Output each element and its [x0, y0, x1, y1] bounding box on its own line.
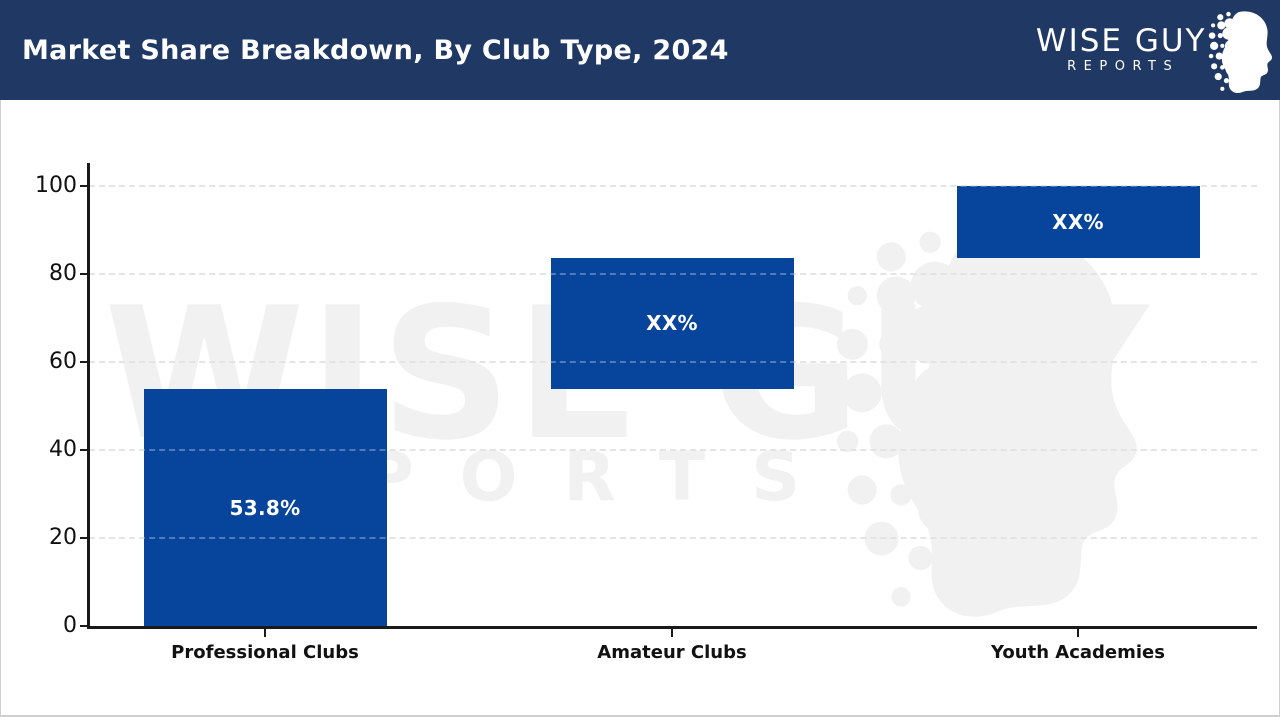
chart-title: Market Share Breakdown, By Club Type, 20…: [22, 34, 729, 66]
bar-value-label: XX%: [646, 311, 698, 336]
x-axis-label-youth-academies: Youth Academies: [991, 642, 1165, 663]
y-axis-tick-label-20: 20: [49, 524, 77, 550]
gridline-overlay-60: [89, 360, 1257, 363]
x-axis-label-professional-clubs: Professional Clubs: [171, 642, 359, 663]
bar-value-label: XX%: [1052, 209, 1104, 234]
y-axis-tick-label-60: 60: [49, 348, 77, 374]
x-axis-line: [87, 626, 1257, 629]
gridline-overlay-100: [89, 184, 1257, 187]
gridline-40: [89, 448, 1257, 451]
y-axis-tick-label-80: 80: [49, 260, 77, 286]
y-axis-tick-0: [80, 625, 89, 627]
dotted-face-profile-icon: [1208, 9, 1274, 95]
gridline-overlay-20: [89, 536, 1257, 539]
chart-area: 0 20 40 60 80 100 53.8% Professional Clubs XX% Am…: [1, 100, 1279, 714]
bar-youth-academies: XX%: [956, 185, 1200, 258]
logo-wordmark: WISE GUY: [1035, 23, 1207, 59]
y-axis-tick-label-0: 0: [63, 613, 77, 638]
x-axis-tick-youth-academies: [1077, 629, 1079, 637]
y-axis-tick-80: [80, 272, 89, 275]
bar-professional-clubs: 53.8%: [143, 389, 387, 626]
x-axis-label-amateur-clubs: Amateur Clubs: [597, 642, 747, 663]
x-axis-tick-professional-clubs: [264, 629, 266, 637]
header-banner: Market Share Breakdown, By Club Type, 20…: [0, 0, 1280, 100]
x-axis-tick-amateur-clubs: [671, 629, 673, 637]
y-axis-tick-label-40: 40: [49, 436, 77, 462]
y-axis-tick-20: [80, 536, 89, 539]
y-axis-line: [87, 163, 90, 629]
wise-guy-reports-logo: WISE GUY REPORTS: [1036, 6, 1274, 98]
bar-value-label: 53.8%: [229, 495, 301, 520]
gridline-overlay-80: [89, 272, 1257, 275]
gridline-overlay-40: [89, 448, 1257, 451]
y-axis-tick-label-100: 100: [35, 172, 77, 198]
gridline-20: [89, 536, 1257, 539]
chart-panel: WISE GUY REPORTS 0 20 40 60 80 100 53.8% Profes…: [0, 100, 1280, 717]
bar-amateur-clubs: XX%: [550, 257, 794, 390]
y-axis-tick-60: [80, 360, 89, 363]
y-axis-tick-100: [80, 184, 89, 187]
logo-subtitle: REPORTS: [1067, 59, 1180, 74]
y-axis-tick-40: [80, 448, 89, 451]
gridline-100: [89, 184, 1257, 187]
logo-text: WISE GUY REPORTS: [1036, 24, 1207, 80]
